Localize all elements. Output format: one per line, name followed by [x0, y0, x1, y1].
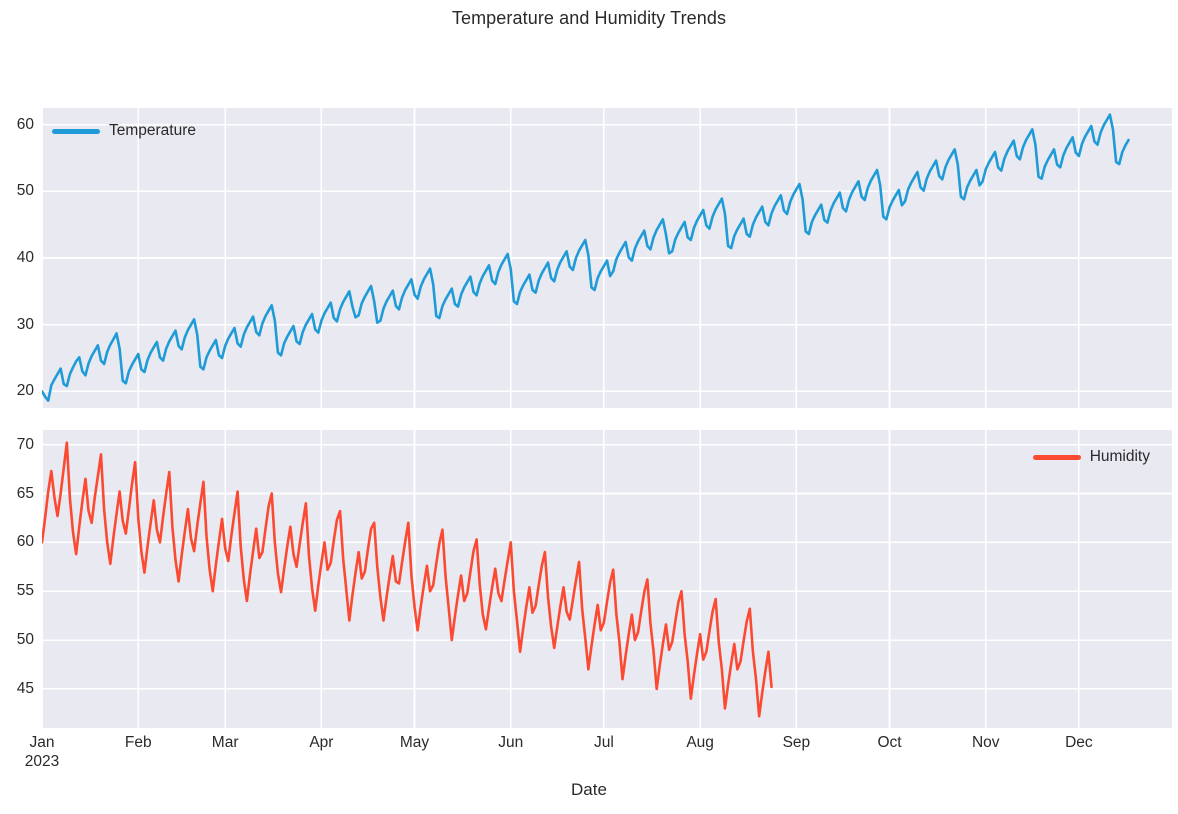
- x-tick-month: Feb: [124, 734, 152, 751]
- humidity-gridlines: [42, 430, 1172, 728]
- x-axis-title: Date: [571, 780, 607, 799]
- x-tick-year: 2023: [24, 753, 60, 770]
- legend-swatch-temperature: [52, 128, 100, 134]
- y-tick-label: 60: [16, 533, 34, 551]
- legend-label-humidity: Humidity: [1089, 448, 1150, 465]
- x-tick-label: May: [400, 733, 429, 752]
- y-tick-label: 70: [16, 435, 34, 453]
- humidity-subplot: Humidity: [42, 430, 1172, 728]
- humidity-y-axis: 45 50 55 60 65 70: [0, 0, 42, 814]
- x-tick-label: Sep: [783, 733, 811, 752]
- y-tick-label: 50: [16, 631, 34, 649]
- x-tick-label: Jul: [594, 733, 614, 752]
- x-tick-month: Sep: [782, 734, 811, 751]
- x-tick-label: Jan 2023: [25, 733, 59, 771]
- temperature-line: [42, 115, 1129, 401]
- x-tick-label: Aug: [686, 733, 714, 752]
- y-tick-label: 50: [16, 182, 34, 200]
- temperature-y-axis: 20 30 40 50 60: [0, 0, 42, 814]
- y-tick-label: 20: [16, 382, 34, 400]
- legend-humidity[interactable]: Humidity: [1032, 448, 1150, 466]
- x-tick-label: Dec: [1065, 733, 1093, 752]
- legend-swatch-humidity: [1032, 454, 1081, 460]
- y-tick-label: 60: [16, 115, 34, 133]
- x-tick-month: Jul: [593, 734, 614, 751]
- x-tick-label: Oct: [877, 733, 901, 752]
- humidity-plot-area: [42, 430, 1172, 728]
- x-tick-label: Apr: [309, 733, 333, 752]
- temperature-plot-area: [42, 108, 1172, 408]
- humidity-line: [42, 443, 772, 717]
- legend-temperature[interactable]: Temperature: [52, 122, 196, 140]
- x-tick-month: Aug: [686, 734, 714, 751]
- x-tick-month: Apr: [309, 734, 334, 751]
- y-tick-label: 30: [16, 315, 34, 333]
- x-tick-label: Jun: [498, 733, 523, 752]
- x-tick-month: Jan: [29, 734, 55, 751]
- x-tick-month: Dec: [1065, 734, 1093, 751]
- x-tick-month: Jun: [498, 734, 524, 751]
- y-tick-label: 55: [16, 582, 34, 600]
- x-tick-label: Nov: [972, 733, 1000, 752]
- y-tick-label: 45: [16, 679, 34, 697]
- x-tick-label: Feb: [125, 733, 152, 752]
- x-tick-label: Mar: [212, 733, 239, 752]
- legend-label-temperature: Temperature: [109, 122, 197, 139]
- page-title: Temperature and Humidity Trends: [451, 8, 727, 28]
- x-tick-month: May: [399, 734, 430, 751]
- x-tick-month: Mar: [211, 734, 239, 751]
- x-tick-month: Nov: [971, 734, 1000, 751]
- temperature-subplot: [42, 108, 1172, 408]
- x-tick-month: Oct: [877, 734, 902, 751]
- y-tick-label: 40: [16, 249, 34, 266]
- y-tick-label: 65: [16, 484, 34, 502]
- temperature-gridlines: [42, 108, 1172, 408]
